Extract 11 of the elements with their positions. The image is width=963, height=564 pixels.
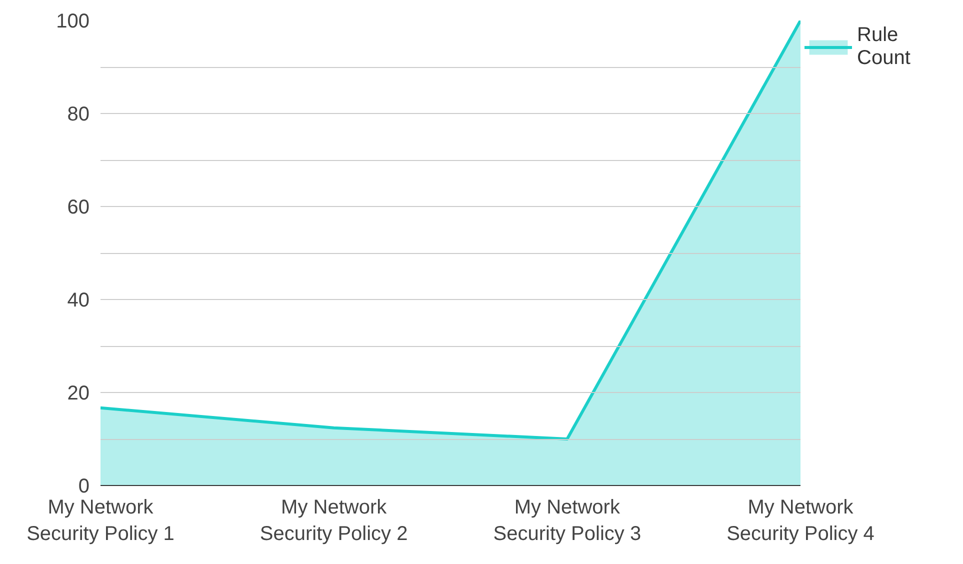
y-tick-label: 0	[78, 476, 90, 498]
x-tick-label: My Network Security Policy 3	[493, 496, 642, 545]
legend-label: Rule Count	[857, 24, 910, 70]
y-tick-label: 60	[67, 196, 90, 218]
y-tick-label: 100	[56, 10, 90, 32]
x-tick-label: My Network Security Policy 2	[260, 496, 408, 545]
x-tick-label: My Network Security Policy 4	[726, 496, 874, 545]
y-tick-label: 20	[67, 382, 90, 404]
x-tick-label: My Network Security Policy 1	[26, 496, 174, 545]
y-tick-label: 40	[67, 290, 90, 312]
y-tick-label: 80	[67, 104, 90, 126]
